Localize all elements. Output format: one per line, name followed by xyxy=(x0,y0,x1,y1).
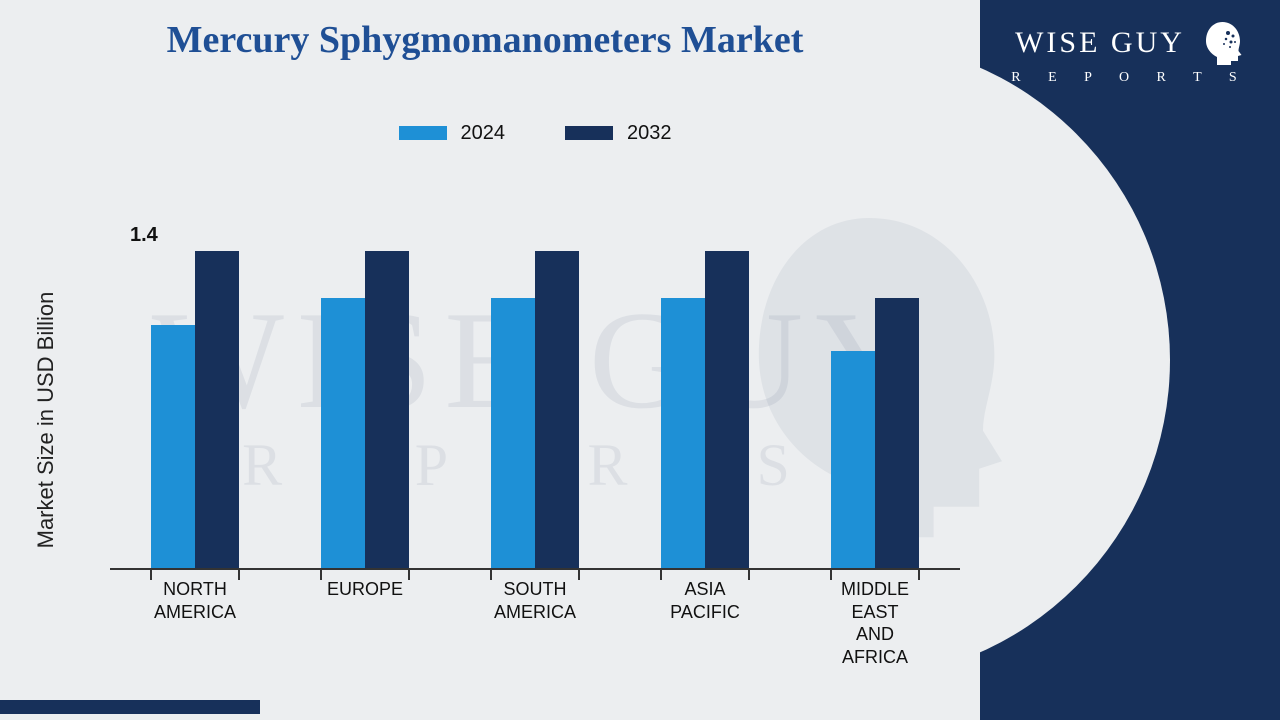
bar-2032 xyxy=(535,251,579,568)
x-axis-labels: NORTHAMERICAEUROPESOUTHAMERICAASIAPACIFI… xyxy=(110,572,960,690)
legend-swatch-2032 xyxy=(565,126,613,140)
brand-subtext: R E P O R T S xyxy=(1000,70,1260,86)
x-category-label: EUROPE xyxy=(290,572,440,690)
legend-label-2032: 2032 xyxy=(627,122,672,145)
head-icon xyxy=(1195,18,1245,68)
bar-2024 xyxy=(491,298,535,568)
bar-2024 xyxy=(661,298,705,568)
chart-title: Mercury Sphygmomanometers Market xyxy=(0,18,970,62)
bar-value-label: 1.4 xyxy=(130,224,280,247)
x-axis-line xyxy=(110,568,960,570)
bar-group xyxy=(460,251,610,568)
bar-2024 xyxy=(831,351,875,568)
y-axis-label: Market Size in USD Billion xyxy=(33,292,59,549)
chart-area: Market Size in USD Billion 2024 2032 1.4… xyxy=(60,150,960,690)
bar-group xyxy=(630,251,780,568)
bar-2024 xyxy=(321,298,365,568)
legend-label-2024: 2024 xyxy=(461,122,506,145)
x-category-label: MIDDLEEASTANDAFRICA xyxy=(800,572,950,690)
bar-2032 xyxy=(875,298,919,568)
bar-2032 xyxy=(365,251,409,568)
chart-canvas: WISE GUY REPORTS WISE GUY R E P O R T S … xyxy=(0,0,1280,720)
plot-region: 1.4 xyxy=(110,170,960,570)
bar-2024 xyxy=(151,325,195,568)
legend-item-2024: 2024 xyxy=(399,122,506,145)
bar-group xyxy=(290,251,440,568)
legend-item-2032: 2032 xyxy=(565,122,672,145)
legend-swatch-2024 xyxy=(399,126,447,140)
x-category-label: NORTHAMERICA xyxy=(120,572,270,690)
brand-logo: WISE GUY R E P O R T S xyxy=(1000,18,1260,86)
bar-group: 1.4 xyxy=(120,251,270,568)
bar-2032 xyxy=(705,251,749,568)
x-category-label: ASIAPACIFIC xyxy=(630,572,780,690)
bars-row: 1.4 xyxy=(110,170,960,568)
footer-accent-bar xyxy=(0,700,260,714)
legend: 2024 2032 xyxy=(110,118,960,148)
brand-text: WISE GUY xyxy=(1015,26,1185,60)
bar-2032 xyxy=(195,251,239,568)
x-category-label: SOUTHAMERICA xyxy=(460,572,610,690)
bar-group xyxy=(800,298,950,568)
